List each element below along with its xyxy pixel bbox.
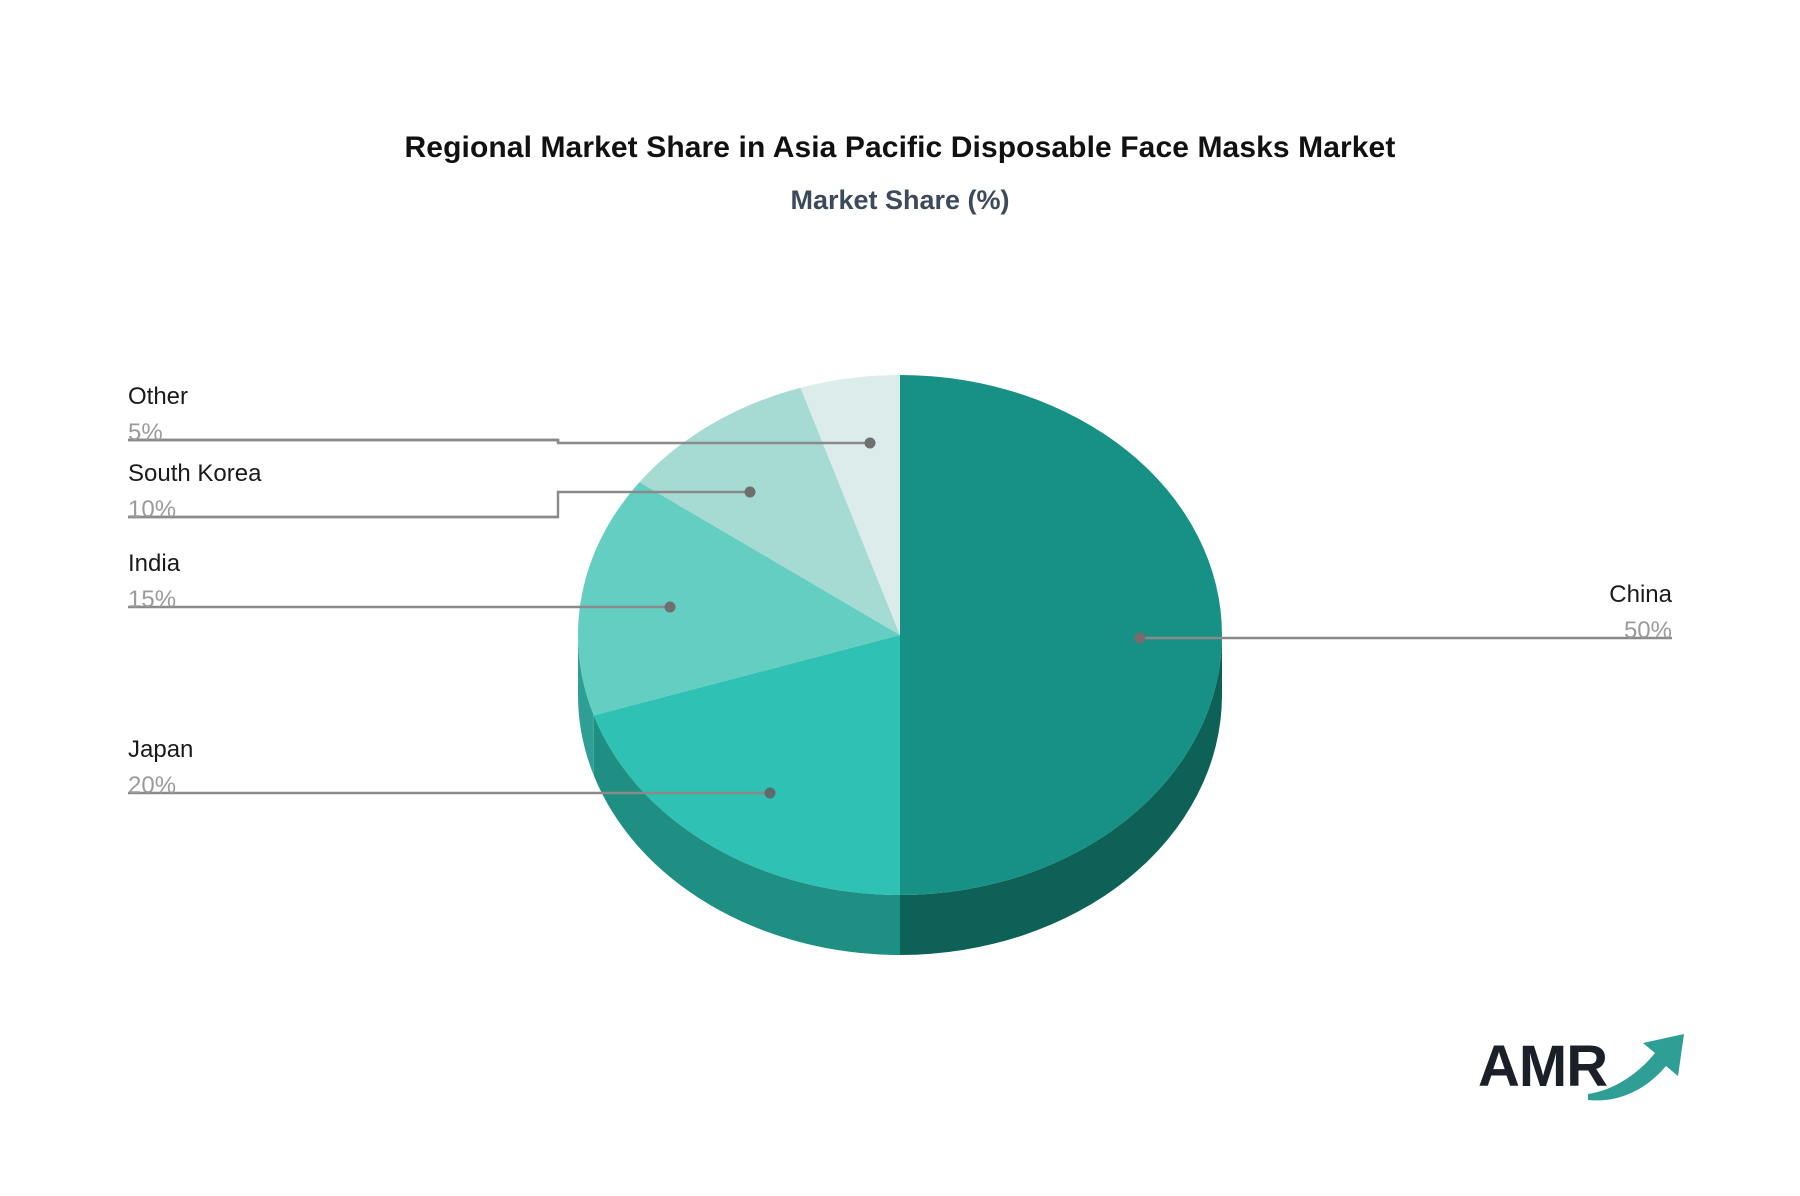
pie-slice-other[interactable] <box>800 375 900 635</box>
callout-india[interactable]: India 15% <box>128 549 180 615</box>
leader-dot-india <box>664 601 676 613</box>
growth-arrow-icon <box>1588 1034 1684 1101</box>
pie-3d-side <box>578 635 1222 955</box>
callout-other-value: 5% <box>128 419 163 446</box>
callout-china-label: China <box>1609 581 1672 608</box>
callout-india-label: India <box>128 550 181 577</box>
pie-top-face <box>577 375 1222 895</box>
amr-logo[interactable]: AMR <box>1478 1030 1678 1110</box>
pie-slice-south-korea[interactable] <box>639 387 900 635</box>
leader-lines <box>128 438 1672 795</box>
leader-dot-south-korea <box>744 486 756 498</box>
leader-dot-china <box>1134 632 1146 644</box>
pie-side-india <box>578 635 594 776</box>
page-title: Regional Market Share in Asia Pacific Di… <box>404 131 1396 164</box>
pie-side-japan <box>593 715 900 955</box>
callout-japan[interactable]: Japan 20% <box>128 735 193 801</box>
leader-dots <box>664 437 1146 799</box>
callout-china-value: 50% <box>1623 617 1672 644</box>
callout-other-label: Other <box>128 383 189 410</box>
pie-slice-japan[interactable] <box>593 635 900 895</box>
chart-subtitle: Market Share (%) <box>790 185 1010 215</box>
leader-dot-other <box>864 437 876 449</box>
pie-slice-china[interactable] <box>900 375 1222 895</box>
callout-india-value: 15% <box>128 586 177 613</box>
leader-dot-japan <box>764 787 776 799</box>
callout-south-korea-label: South Korea <box>128 460 262 487</box>
callout-south-korea-value: 10% <box>128 496 177 523</box>
amr-logo-text: AMR <box>1478 1034 1608 1099</box>
callout-japan-value: 20% <box>128 772 177 799</box>
pie-side-china <box>900 635 1222 955</box>
callout-china[interactable]: China 50% <box>1412 580 1672 646</box>
pie-slice-india[interactable] <box>577 482 900 716</box>
callout-south-korea[interactable]: South Korea 10% <box>128 459 261 525</box>
callout-japan-label: Japan <box>128 736 194 763</box>
callout-other[interactable]: Other 5% <box>128 382 188 448</box>
